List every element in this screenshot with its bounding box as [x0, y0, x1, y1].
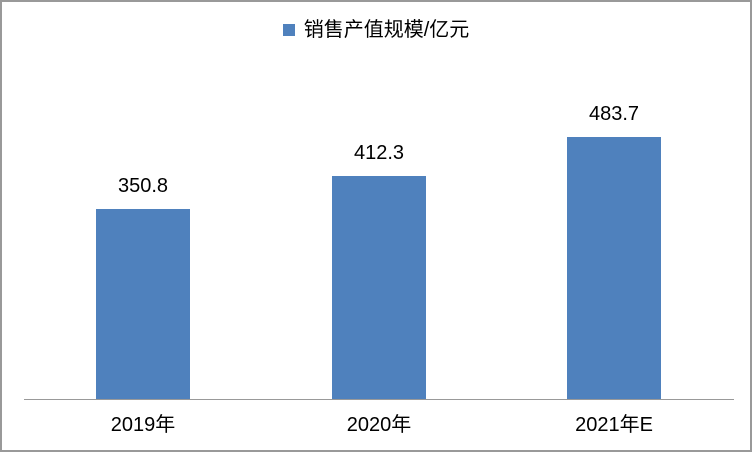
bar-group-2019: 350.8 2019年	[96, 62, 190, 436]
bar-2019	[96, 209, 190, 399]
value-label-2019: 350.8	[117, 175, 169, 197]
axis-label-2019: 2019年	[110, 414, 176, 436]
legend-label: 销售产值规模/亿元	[303, 19, 470, 41]
legend-marker-square	[282, 24, 295, 36]
bar-2020	[332, 176, 426, 399]
bar-group-2021e: 483.7 2021年E	[567, 62, 661, 436]
bar-2021e	[567, 137, 661, 399]
axis-label-2020: 2020年	[346, 414, 412, 436]
chart-legend: 销售产值规模/亿元	[2, 18, 750, 42]
bar-group-2020: 412.3 2020年	[332, 62, 426, 436]
axis-label-2021e: 2021年E	[575, 414, 653, 436]
value-label-2021e: 483.7	[588, 103, 640, 125]
value-label-2020: 412.3	[353, 142, 405, 164]
plot-area: 350.8 2019年 412.3 2020年 483.7 2021年E	[24, 62, 734, 436]
